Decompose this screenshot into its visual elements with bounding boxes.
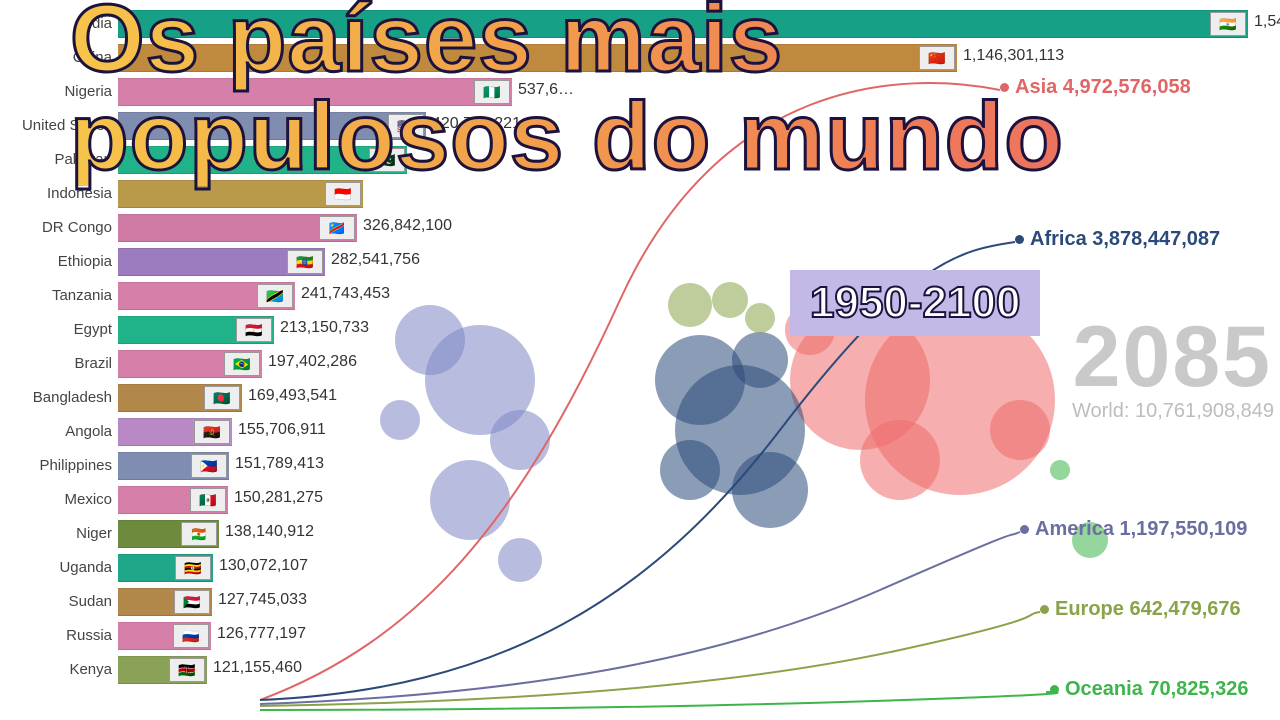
overlay-title: Os países mais populosos do mundo [70, 0, 1260, 186]
country-label: Tanzania [0, 287, 118, 304]
bar-row: Mexico 🇲🇽 150,281,275 [0, 482, 1280, 516]
flag-icon: 🇵🇭 [191, 454, 227, 478]
bar-track: 🇵🇭 151,789,413 [118, 452, 1280, 478]
country-label: DR Congo [0, 219, 118, 236]
flag-icon: 🇧🇩 [204, 386, 240, 410]
world-value: 10,761,908,849 [1135, 400, 1274, 422]
flag-icon: 🇺🇬 [175, 556, 211, 580]
country-label: Niger [0, 525, 118, 542]
flag-icon: 🇹🇿 [257, 284, 293, 308]
bar-value: 326,842,100 [363, 217, 452, 235]
continent-line [260, 692, 1058, 710]
continent-label: Africa 3,878,447,087 [1015, 228, 1220, 251]
bar-row: Russia 🇷🇺 126,777,197 [0, 618, 1280, 652]
country-label: Philippines [0, 457, 118, 474]
bar-track: 🇺🇬 130,072,107 [118, 554, 1280, 580]
continent-label: Europe 642,479,676 [1040, 598, 1241, 621]
bar-track: 🇲🇽 150,281,275 [118, 486, 1280, 512]
bar-row: Tanzania 🇹🇿 241,743,453 [0, 278, 1280, 312]
big-year: 2085 [1073, 308, 1272, 407]
flag-icon: 🇷🇺 [173, 624, 209, 648]
bar-track: 🇷🇺 126,777,197 [118, 622, 1280, 648]
bar-value: 282,541,756 [331, 251, 420, 269]
year-range-badge: 1950-2100 [790, 270, 1040, 336]
bar-value: 121,155,460 [213, 659, 302, 677]
flag-icon: 🇪🇬 [236, 318, 272, 342]
flag-icon: 🇨🇩 [319, 216, 355, 240]
country-label: Angola [0, 423, 118, 440]
country-label: Egypt [0, 321, 118, 338]
flag-icon: 🇲🇽 [190, 488, 226, 512]
flag-icon: 🇸🇩 [174, 590, 210, 614]
country-label: Bangladesh [0, 389, 118, 406]
bar-value: 169,493,541 [248, 387, 337, 405]
bar-value: 138,140,912 [225, 523, 314, 541]
flag-icon: 🇰🇪 [169, 658, 205, 682]
bar-row: Uganda 🇺🇬 130,072,107 [0, 550, 1280, 584]
country-label: Uganda [0, 559, 118, 576]
bar-value: 197,402,286 [268, 353, 357, 371]
bar-value: 127,745,033 [218, 591, 307, 609]
world-total: World: 10,761,908,849 [1072, 400, 1274, 423]
title-line-2: populosos do mundo [70, 88, 1260, 186]
flag-icon: 🇳🇪 [181, 522, 217, 546]
country-label: Brazil [0, 355, 118, 372]
flag-icon: 🇧🇷 [224, 352, 260, 376]
bar-value: 126,777,197 [217, 625, 306, 643]
bar-row: Philippines 🇵🇭 151,789,413 [0, 448, 1280, 482]
bar-value: 213,150,733 [280, 319, 369, 337]
world-label: World: [1072, 400, 1129, 422]
bar-track: 🇹🇿 241,743,453 [118, 282, 1280, 308]
title-line-1: Os países mais [70, 0, 1260, 88]
continent-label: Oceania 70,825,326 [1050, 678, 1248, 701]
country-label: Mexico [0, 491, 118, 508]
continent-label: America 1,197,550,109 [1020, 518, 1247, 541]
bar-value: 241,743,453 [301, 285, 390, 303]
bar-value: 130,072,107 [219, 557, 308, 575]
bar-value: 151,789,413 [235, 455, 324, 473]
flag-icon: 🇪🇹 [287, 250, 323, 274]
chart-stage: India🇮🇳1,543,782,922China🇨🇳1,146,301,113… [0, 0, 1280, 720]
flag-icon: 🇦🇴 [194, 420, 230, 444]
country-label: Sudan [0, 593, 118, 610]
bar-track: 🇪🇹 282,541,756 [118, 248, 1280, 274]
bar-value: 155,706,911 [238, 421, 326, 439]
country-label: Kenya [0, 661, 118, 678]
country-label: Russia [0, 627, 118, 644]
bar-value: 150,281,275 [234, 489, 323, 507]
country-label: Ethiopia [0, 253, 118, 270]
